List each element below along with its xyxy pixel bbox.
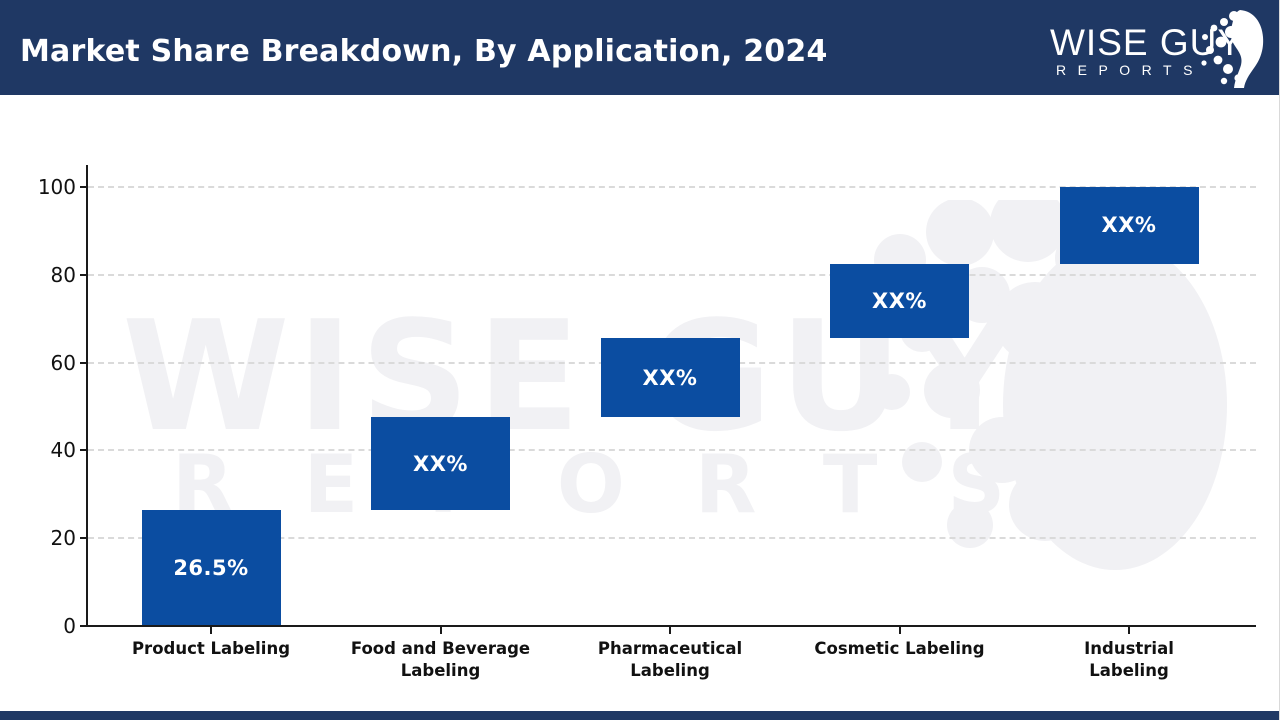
y-tick-mark (80, 273, 88, 276)
logo-wordmark: WISE GUY (1050, 22, 1244, 63)
bar-value-label: 26.5% (173, 555, 249, 580)
x-axis-line (86, 625, 1256, 627)
y-tick-mark (80, 537, 88, 540)
y-tick-label: 60 (50, 350, 76, 375)
bar-value-label: XX% (413, 451, 468, 476)
gridline (88, 537, 1256, 540)
y-tick-mark (80, 625, 88, 627)
gridline (88, 449, 1256, 452)
y-tick-label: 100 (37, 175, 76, 199)
y-tick-label: 20 (50, 526, 76, 551)
y-tick-label: 40 (50, 438, 76, 463)
bar: XX% (371, 417, 510, 510)
x-category-label: Pharmaceutical Labeling (597, 639, 743, 680)
y-tick-label: 80 (50, 262, 76, 287)
bar-value-label: XX% (872, 289, 927, 314)
watermark-subtext: REPORTS (172, 438, 1076, 531)
bar: XX% (600, 338, 740, 418)
y-tick-mark (80, 186, 88, 188)
x-tick-mark (210, 627, 212, 634)
gridline (88, 273, 1256, 276)
wiseguy-logo: WISE GUY REPORTS (1014, 6, 1266, 90)
y-axis-line (86, 165, 88, 627)
x-category-label: Product Labeling (131, 639, 291, 658)
x-tick-mark (669, 627, 671, 634)
footer-bar (0, 711, 1279, 720)
bar: 26.5% (141, 509, 281, 626)
bar-value-label: XX% (642, 365, 698, 390)
page-title: Market Share Breakdown, By Application, … (20, 34, 828, 69)
x-tick-mark (898, 627, 901, 634)
y-tick-label: 0 (63, 614, 76, 638)
bar: XX% (1059, 187, 1199, 264)
x-category-label: Industrial Labeling (1084, 639, 1174, 680)
bar: XX% (830, 263, 969, 339)
y-tick-mark (80, 361, 88, 364)
logo-face-icon (1201, 10, 1264, 88)
logo-subtext: REPORTS (1056, 62, 1204, 78)
x-category-label: Food and Beverage Labeling (350, 639, 531, 680)
header-bar: Market Share Breakdown, By Application, … (0, 0, 1279, 95)
y-tick-mark (80, 449, 88, 452)
x-tick-mark (439, 627, 442, 634)
bar-value-label: XX% (1101, 213, 1157, 238)
x-category-label: Cosmetic Labeling (814, 639, 985, 658)
gridline (88, 186, 1256, 188)
x-tick-mark (1128, 627, 1130, 634)
